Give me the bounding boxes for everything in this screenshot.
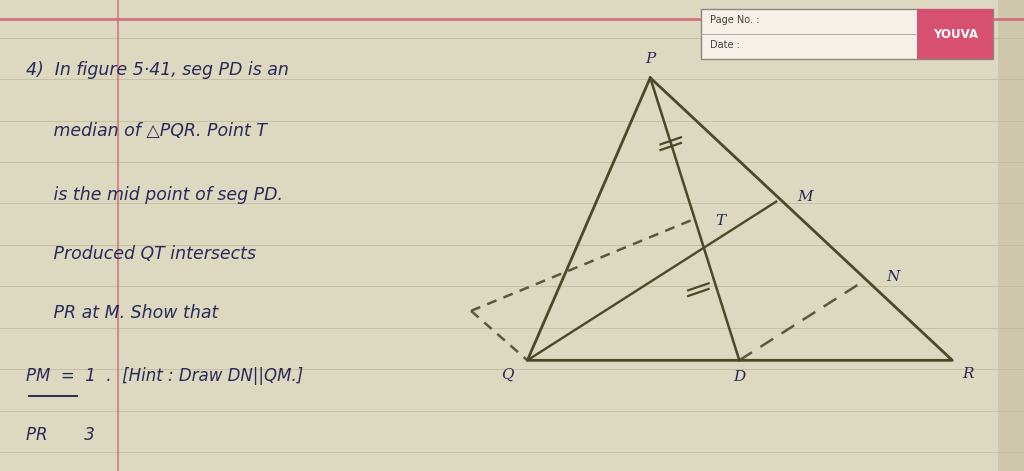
Text: N: N	[886, 270, 900, 284]
Text: Q: Q	[501, 367, 513, 382]
Bar	[701, 9, 993, 59]
Bar	[918, 9, 993, 59]
Text: D: D	[733, 370, 745, 384]
Text: M: M	[797, 190, 813, 204]
Text: T: T	[715, 214, 725, 228]
Text: is the mid point of seg PD.: is the mid point of seg PD.	[26, 186, 283, 204]
Text: R: R	[962, 367, 974, 382]
Text: 4)  In figure 5·41, seg PD is an: 4) In figure 5·41, seg PD is an	[26, 61, 289, 79]
Text: PR       3: PR 3	[26, 426, 94, 444]
Text: PM  =  1  .  [Hint : Draw DN||QM.]: PM = 1 . [Hint : Draw DN||QM.]	[26, 367, 303, 385]
Text: P: P	[645, 52, 655, 66]
Text: Date :: Date :	[710, 40, 739, 50]
Text: YOUVA: YOUVA	[933, 28, 978, 41]
Text: Page No. :: Page No. :	[710, 15, 759, 25]
Text: median of △PQR. Point T: median of △PQR. Point T	[26, 122, 266, 140]
Bar	[998, 0, 1024, 471]
Text: Produced QT intersects: Produced QT intersects	[26, 245, 256, 263]
Text: PR at M. Show that: PR at M. Show that	[26, 304, 218, 322]
